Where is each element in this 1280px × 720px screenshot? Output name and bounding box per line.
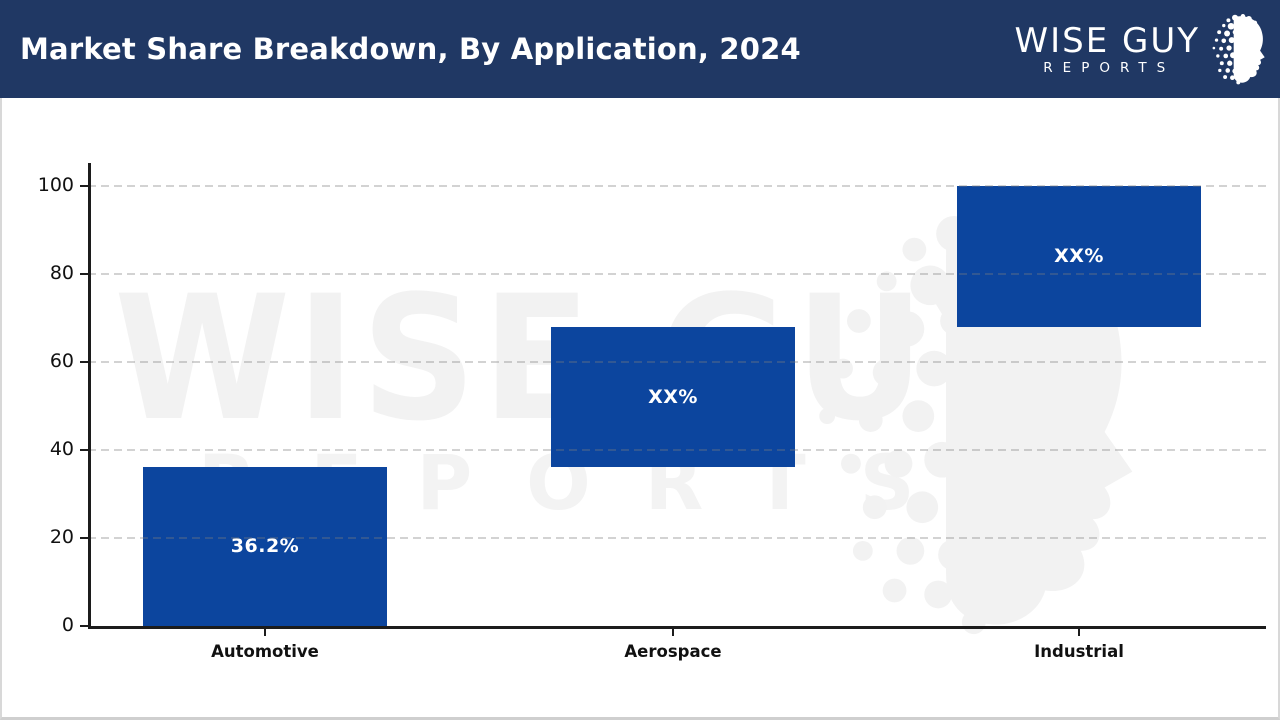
plot-area: 0 20 40 60 80 100 36.2% XX% XX% Automotive Aerospa… [2,98,1280,720]
y-axis-line [88,163,91,629]
bar-value-label: XX% [648,385,698,408]
app-header: Market Share Breakdown, By Application, … [0,0,1280,98]
y-axis-tick [80,449,88,451]
y-axis-tick-label: 60 [49,350,74,372]
chart-region: WISE GUY REPORTS 0 20 40 60 80 100 36.2% XX% XX%… [0,98,1280,720]
page-title: Market Share Breakdown, By Application, … [20,32,801,66]
x-axis-category-label: Industrial [1034,642,1124,661]
y-axis-tick [80,185,88,187]
brand-subname: REPORTS [1043,60,1176,77]
bar-value-label: XX% [1054,245,1104,268]
brand-logo: WISE GUY REPORTS [1014,6,1268,94]
y-axis-tick [80,537,88,539]
x-axis-category-label: Automotive [211,642,319,661]
y-axis-tick-label: 0 [61,614,74,636]
bar-industrial: XX% [957,186,1201,327]
y-axis-tick [80,273,88,275]
y-axis-tick [80,361,88,363]
x-axis-tick [672,628,674,636]
bar-aerospace: XX% [551,326,795,467]
x-axis-line [88,626,1266,629]
x-axis-tick [264,628,266,636]
bar-value-label: 36.2% [230,535,300,558]
wiseguy-face-icon [1202,11,1268,89]
x-axis-tick [1078,628,1080,636]
y-axis-tick-label: 100 [37,174,74,196]
x-axis-category-label: Aerospace [624,642,722,661]
y-axis-tick-label: 40 [49,438,74,460]
brand-name: WISE GUY [1014,20,1200,61]
y-axis-tick-label: 20 [49,526,74,548]
y-axis-tick-label: 80 [49,262,74,284]
brand-text: WISE GUY REPORTS [1014,20,1200,77]
y-axis-tick [80,625,88,627]
bar-automotive: 36.2% [143,466,387,626]
